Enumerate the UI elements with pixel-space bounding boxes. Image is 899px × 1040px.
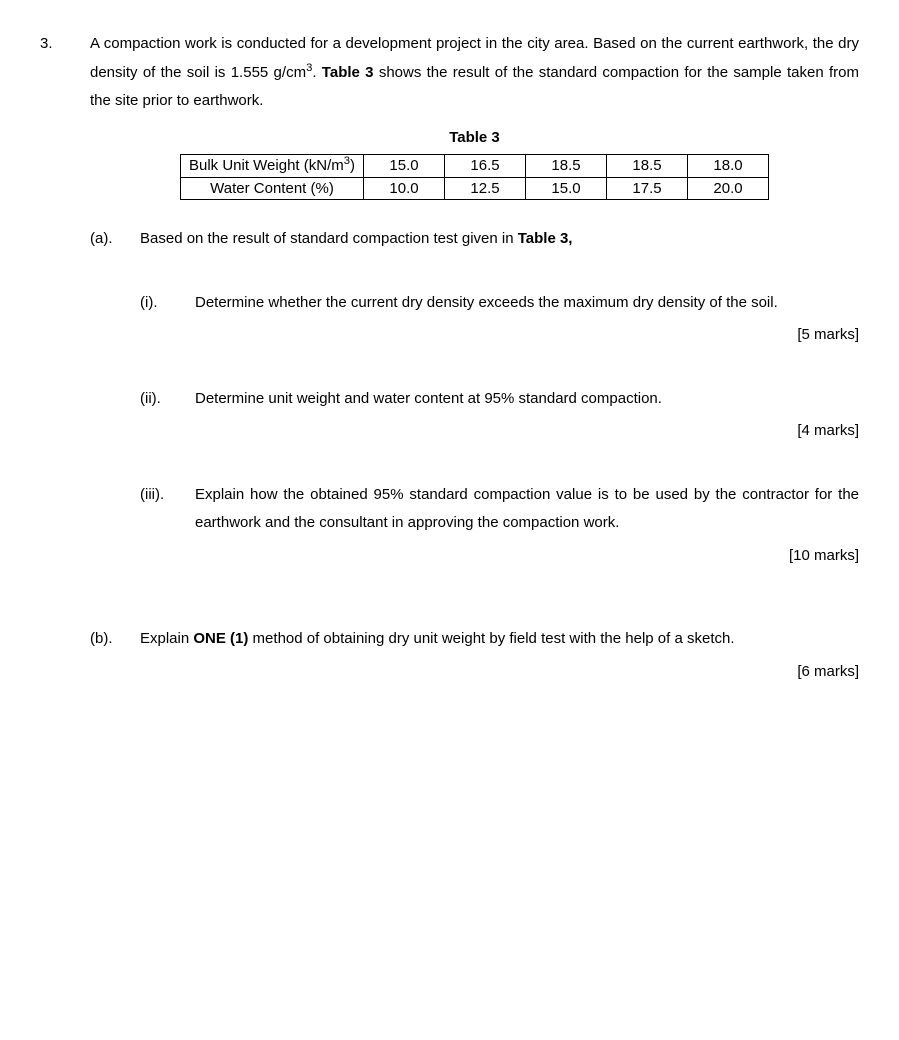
intro-text: A compaction work is conducted for a dev…	[90, 30, 859, 116]
subpart-body: Determine whether the current dry densit…	[195, 289, 859, 350]
subpart-label: (iii).	[140, 481, 195, 571]
table-cell: 18.5	[607, 155, 688, 178]
row-label: Bulk Unit Weight (kN/m3)	[180, 155, 363, 178]
part-body: Based on the result of standard compacti…	[140, 225, 859, 570]
marks: [6 marks]	[140, 658, 859, 687]
subpart-body: Explain how the obtained 95% standard co…	[195, 481, 859, 571]
question-body: A compaction work is conducted for a dev…	[90, 30, 859, 686]
table-cell: 12.5	[445, 177, 526, 200]
table-row: Water Content (%) 10.0 12.5 15.0 17.5 20…	[180, 177, 768, 200]
subpart: (i). Determine whether the current dry d…	[140, 289, 859, 350]
part-b: (b). Explain ONE (1) method of obtaining…	[90, 625, 859, 686]
table-cell: 20.0	[688, 177, 769, 200]
part-label: (a).	[90, 225, 140, 570]
row-label: Water Content (%)	[180, 177, 363, 200]
table-cell: 17.5	[607, 177, 688, 200]
table-cell: 10.0	[364, 177, 445, 200]
subpart-body: Determine unit weight and water content …	[195, 385, 859, 446]
part-label: (b).	[90, 625, 140, 686]
subpart-text: Determine unit weight and water content …	[195, 385, 859, 414]
question-block: 3. A compaction work is conducted for a …	[40, 30, 859, 686]
data-table: Bulk Unit Weight (kN/m3) 15.0 16.5 18.5 …	[180, 154, 769, 200]
part-text: Explain ONE (1) method of obtaining dry …	[140, 625, 859, 654]
marks: [5 marks]	[195, 321, 859, 350]
subpart: (ii). Determine unit weight and water co…	[140, 385, 859, 446]
table-cell: 18.5	[526, 155, 607, 178]
table-row: Bulk Unit Weight (kN/m3) 15.0 16.5 18.5 …	[180, 155, 768, 178]
subpart-text: Explain how the obtained 95% standard co…	[195, 481, 859, 538]
subpart: (iii). Explain how the obtained 95% stan…	[140, 481, 859, 571]
table-cell: 15.0	[364, 155, 445, 178]
subpart-text: Determine whether the current dry densit…	[195, 289, 859, 318]
part-body: Explain ONE (1) method of obtaining dry …	[140, 625, 859, 686]
marks: [10 marks]	[195, 542, 859, 571]
part-text: Based on the result of standard compacti…	[140, 225, 859, 254]
table-cell: 18.0	[688, 155, 769, 178]
table-cell: 16.5	[445, 155, 526, 178]
subpart-label: (i).	[140, 289, 195, 350]
table-caption: Table 3	[90, 124, 859, 153]
part-a: (a). Based on the result of standard com…	[90, 225, 859, 570]
question-number: 3.	[40, 30, 90, 686]
subpart-label: (ii).	[140, 385, 195, 446]
marks: [4 marks]	[195, 417, 859, 446]
table-cell: 15.0	[526, 177, 607, 200]
